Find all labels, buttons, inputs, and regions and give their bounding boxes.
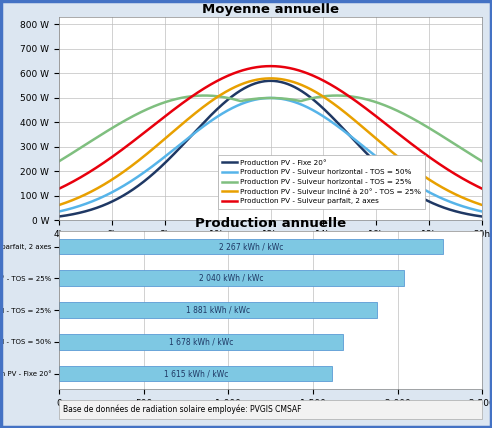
Line: Production PV - Suiveur incliné à 20° - TOS = 25%: Production PV - Suiveur incliné à 20° - … [59, 78, 482, 205]
Production PV - Suiveur incliné à 20° - TOS = 25% [99, 183, 105, 188]
Text: 1 678 kWh / kWc: 1 678 kWh / kWc [169, 337, 233, 346]
Production PV - Suiveur horizontal - TOS = 25% [243, 98, 249, 103]
Production PV - Suiveur parfait, 2 axes [243, 67, 248, 72]
Production PV - Suiveur horizontal - TOS = 50% [56, 209, 62, 214]
Production PV - Suiveur horizontal - TOS = 50% [394, 170, 400, 175]
Production PV - Suiveur parfait, 2 axes [56, 186, 62, 191]
Bar [59, 366, 333, 381]
Bar [59, 270, 404, 286]
Bar [59, 334, 343, 350]
Production PV - Fixe 20° [347, 133, 353, 138]
Production PV - Fixe 20° [394, 179, 400, 184]
Text: 2 267 kWh / kWc: 2 267 kWh / kWc [219, 242, 283, 251]
Text: 1 615 kWh / kWc: 1 615 kWh / kWc [163, 369, 228, 378]
Text: 2 040 kWh / kWc: 2 040 kWh / kWc [199, 274, 264, 283]
Production PV - Suiveur incliné à 20° - TOS = 25% [56, 202, 62, 208]
Production PV - Suiveur horizontal - TOS = 50% [479, 209, 485, 214]
Legend: Production PV - Fixe 20°, Production PV - Suiveur horizontal - TOS = 50%, Produc: Production PV - Fixe 20°, Production PV … [218, 155, 425, 209]
Production PV - Suiveur parfait, 2 axes [386, 124, 392, 129]
Line: Production PV - Suiveur parfait, 2 axes: Production PV - Suiveur parfait, 2 axes [59, 66, 482, 189]
Production PV - Suiveur horizontal - TOS = 50% [99, 194, 105, 199]
Production PV - Suiveur incliné à 20° - TOS = 25% [243, 80, 248, 85]
Production PV - Suiveur horizontal - TOS = 25% [201, 93, 207, 98]
Production PV - Fixe 20° [56, 214, 62, 219]
Production PV - Fixe 20° [243, 85, 248, 90]
Production PV - Suiveur parfait, 2 axes [347, 94, 353, 99]
Production PV - Suiveur horizontal - TOS = 50% [227, 107, 233, 112]
Title: Moyenne annuelle: Moyenne annuelle [202, 3, 339, 16]
Production PV - Suiveur horizontal - TOS = 25% [56, 159, 62, 164]
Line: Production PV - Suiveur horizontal - TOS = 50%: Production PV - Suiveur horizontal - TOS… [59, 98, 482, 211]
Line: Production PV - Fixe 20°: Production PV - Fixe 20° [59, 81, 482, 217]
Production PV - Fixe 20° [386, 172, 392, 178]
Bar [59, 239, 443, 255]
Production PV - Fixe 20° [99, 203, 105, 208]
Production PV - Suiveur incliné à 20° - TOS = 25% [479, 202, 485, 208]
Production PV - Suiveur parfait, 2 axes [227, 72, 233, 77]
Production PV - Suiveur parfait, 2 axes [479, 186, 485, 191]
Production PV - Suiveur horizontal - TOS = 50% [386, 164, 392, 169]
Production PV - Suiveur horizontal - TOS = 25% [386, 104, 392, 110]
Bar [59, 302, 377, 318]
Production PV - Suiveur incliné à 20° - TOS = 25% [347, 114, 353, 119]
Text: Base de données de radiation solaire employée: PVGIS CMSAF: Base de données de radiation solaire emp… [63, 405, 302, 414]
Production PV - Suiveur parfait, 2 axes [394, 130, 400, 135]
Production PV - Suiveur horizontal - TOS = 25% [99, 131, 105, 137]
Production PV - Suiveur horizontal - TOS = 25% [228, 96, 234, 101]
Production PV - Suiveur horizontal - TOS = 50% [268, 95, 274, 101]
Production PV - Fixe 20° [479, 214, 485, 219]
Production PV - Suiveur horizontal - TOS = 50% [347, 133, 353, 138]
Production PV - Suiveur horizontal - TOS = 50% [243, 100, 248, 105]
Production PV - Suiveur incliné à 20° - TOS = 25% [386, 147, 392, 152]
Line: Production PV - Suiveur horizontal - TOS = 25%: Production PV - Suiveur horizontal - TOS… [59, 95, 482, 161]
Production PV - Suiveur horizontal - TOS = 25% [347, 94, 353, 99]
Production PV - Suiveur incliné à 20° - TOS = 25% [268, 76, 274, 81]
Production PV - Suiveur incliné à 20° - TOS = 25% [394, 154, 400, 159]
Production PV - Fixe 20° [227, 95, 233, 101]
Production PV - Fixe 20° [268, 78, 274, 83]
Title: Production annuelle: Production annuelle [195, 217, 346, 229]
Production PV - Suiveur horizontal - TOS = 25% [479, 159, 485, 164]
Production PV - Suiveur parfait, 2 axes [268, 64, 274, 69]
Production PV - Suiveur horizontal - TOS = 25% [394, 108, 400, 113]
Production PV - Suiveur parfait, 2 axes [99, 161, 105, 166]
Production PV - Suiveur incliné à 20° - TOS = 25% [227, 87, 233, 92]
Text: 1 881 kWh / kWc: 1 881 kWh / kWc [186, 306, 250, 315]
